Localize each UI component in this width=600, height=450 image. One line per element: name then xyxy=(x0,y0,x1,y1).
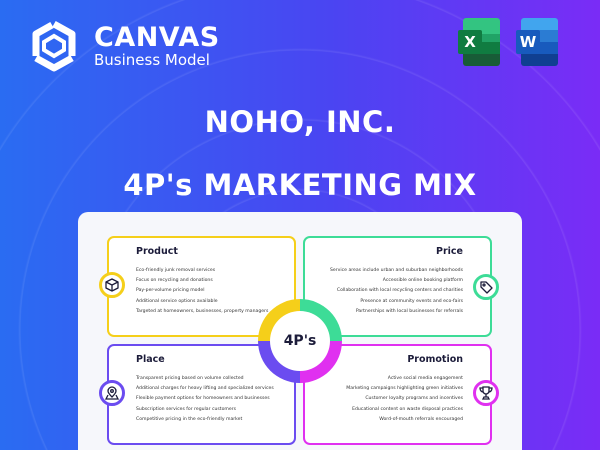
brand-logo[interactable]: CANVAS Business Model xyxy=(28,18,220,74)
list-item: Transparent pricing based on volume coll… xyxy=(136,376,244,381)
list-item: Customer loyalty programs and incentives xyxy=(365,396,463,402)
list-item: Partnerships with local businesses for r… xyxy=(355,308,463,314)
list-item: Targeted at homeowners, businesses, prop… xyxy=(136,308,269,314)
hexagon-logo-icon xyxy=(32,20,76,72)
page-subtitle: 4P's MARKETING MIX xyxy=(123,168,477,202)
list-item: Flexible payment options for homeowners … xyxy=(136,396,270,402)
word-icon[interactable]: W xyxy=(516,18,558,66)
list-item: Educational content on waste disposal pr… xyxy=(352,406,463,412)
list-item: Accessible online booking platform xyxy=(382,278,463,284)
place-title: Place xyxy=(136,354,165,365)
box-icon xyxy=(99,272,125,298)
list-item: Marketing campaigns highlighting green i… xyxy=(346,386,463,392)
list-item: Additional charges for heavy lifting and… xyxy=(136,386,274,392)
promotion-card: Promotion Active social media engagement… xyxy=(303,344,492,445)
list-item: Subscription services for regular custom… xyxy=(136,406,236,412)
list-item: Additional service options available xyxy=(136,298,218,304)
list-item: Focus on recycling and donations xyxy=(136,278,213,284)
product-title: Product xyxy=(136,246,178,257)
trophy-icon xyxy=(473,380,499,406)
promotion-title: Promotion xyxy=(407,354,463,365)
list-item: Active social media engagement xyxy=(387,376,463,381)
word-letter: W xyxy=(516,30,540,54)
price-title: Price xyxy=(436,246,463,257)
list-item: Competitive pricing in the eco-friendly … xyxy=(136,416,243,422)
list-item: Eco-friendly junk removal services xyxy=(136,268,216,273)
list-item: Collaboration with local recycling cente… xyxy=(336,288,463,294)
company-title: NOHO, INC. xyxy=(204,105,396,139)
list-item: Presence at community events and eco-fai… xyxy=(360,298,463,304)
excel-icon[interactable]: X xyxy=(458,18,500,66)
center-label: 4P's xyxy=(283,333,317,349)
map-pin-icon xyxy=(99,380,125,406)
list-item: Service areas include urban and suburban… xyxy=(330,268,463,273)
brand-tagline: Business Model xyxy=(94,51,210,69)
list-item: Word-of-mouth referrals encouraged xyxy=(379,416,463,422)
center-hub: 4P's xyxy=(258,299,342,383)
list-item: Pay-per-volume pricing model xyxy=(136,288,205,294)
price-tag-icon xyxy=(473,274,499,300)
excel-letter: X xyxy=(458,30,482,54)
brand-name: CANVAS xyxy=(94,22,220,53)
